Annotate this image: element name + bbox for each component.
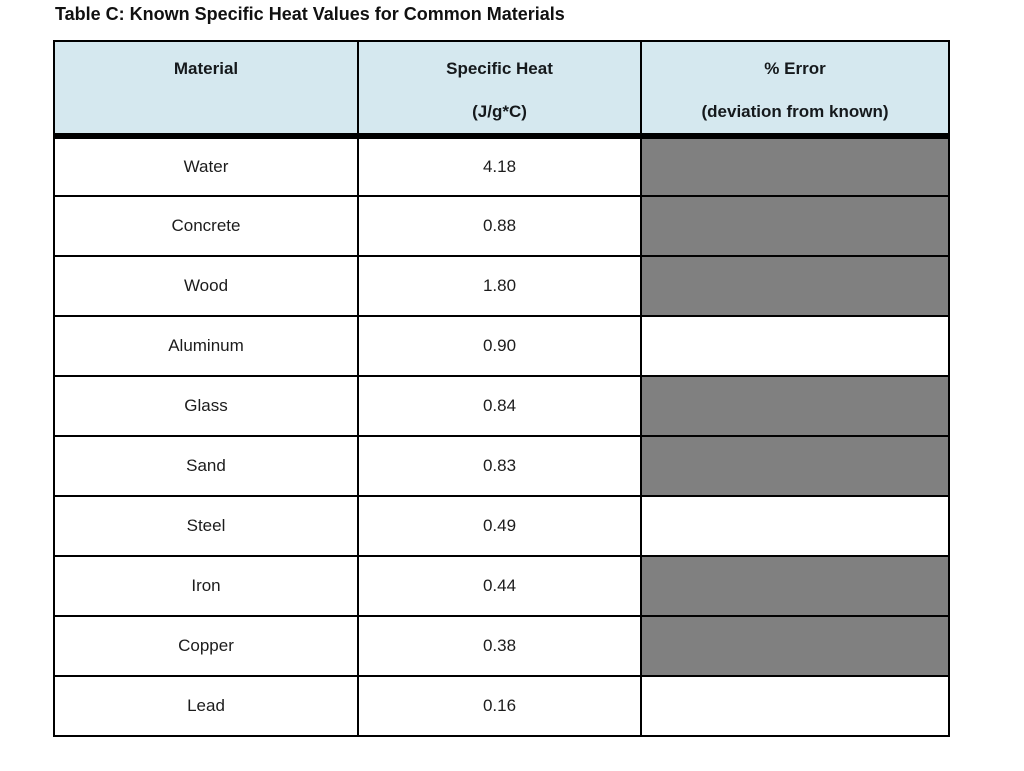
table-row: Steel 0.49 bbox=[53, 495, 950, 557]
material-cell: Aluminum bbox=[53, 315, 359, 377]
header-percent-error-line2: (deviation from known) bbox=[701, 102, 889, 121]
table-row: Water 4.18 bbox=[53, 135, 950, 197]
specific-heat-cell: 0.44 bbox=[357, 555, 642, 617]
header-percent-error-line1: % Error bbox=[764, 59, 826, 78]
table-row: Iron 0.44 bbox=[53, 555, 950, 617]
percent-error-cell bbox=[640, 255, 950, 317]
specific-heat-cell: 0.83 bbox=[357, 435, 642, 497]
material-cell: Lead bbox=[53, 675, 359, 737]
material-cell: Sand bbox=[53, 435, 359, 497]
percent-error-cell bbox=[640, 555, 950, 617]
table-row: Glass 0.84 bbox=[53, 375, 950, 437]
material-cell: Water bbox=[53, 135, 359, 197]
header-material-line1: Material bbox=[173, 59, 239, 78]
specific-heat-cell: 0.49 bbox=[357, 495, 642, 557]
percent-error-cell bbox=[640, 315, 950, 377]
header-row: Material Specific Heat (J/g*C) % Error (… bbox=[53, 40, 950, 139]
header-specific-heat-line2: (J/g*C) bbox=[472, 102, 527, 121]
specific-heat-cell: 0.90 bbox=[357, 315, 642, 377]
table-title: Table C: Known Specific Heat Values for … bbox=[55, 4, 565, 24]
percent-error-cell bbox=[640, 435, 950, 497]
material-cell: Concrete bbox=[53, 195, 359, 257]
material-cell: Copper bbox=[53, 615, 359, 677]
specific-heat-cell: 4.18 bbox=[357, 135, 642, 197]
specific-heat-cell: 0.38 bbox=[357, 615, 642, 677]
percent-error-cell bbox=[640, 495, 950, 557]
table-header: Material Specific Heat (J/g*C) % Error (… bbox=[53, 40, 950, 139]
table-body: Water 4.18 Concrete 0.88 Wood 1.80 Aluminum 0.9… bbox=[53, 135, 950, 737]
material-cell: Glass bbox=[53, 375, 359, 437]
header-specific-heat-line1: Specific Heat bbox=[446, 59, 553, 78]
material-cell: Iron bbox=[53, 555, 359, 617]
percent-error-cell bbox=[640, 135, 950, 197]
material-cell: Wood bbox=[53, 255, 359, 317]
column-header-percent-error: % Error (deviation from known) bbox=[640, 40, 950, 139]
percent-error-cell bbox=[640, 375, 950, 437]
specific-heat-cell: 1.80 bbox=[357, 255, 642, 317]
percent-error-cell bbox=[640, 195, 950, 257]
column-header-specific-heat: Specific Heat (J/g*C) bbox=[357, 40, 642, 139]
percent-error-cell bbox=[640, 675, 950, 737]
table-row: Concrete 0.88 bbox=[53, 195, 950, 257]
specific-heat-cell: 0.88 bbox=[357, 195, 642, 257]
table-row: Copper 0.38 bbox=[53, 615, 950, 677]
table-row: Lead 0.16 bbox=[53, 675, 950, 737]
material-cell: Steel bbox=[53, 495, 359, 557]
specific-heat-cell: 0.16 bbox=[357, 675, 642, 737]
column-header-material: Material bbox=[53, 40, 359, 139]
percent-error-cell bbox=[640, 615, 950, 677]
table-row: Aluminum 0.90 bbox=[53, 315, 950, 377]
specific-heat-cell: 0.84 bbox=[357, 375, 642, 437]
table-row: Sand 0.83 bbox=[53, 435, 950, 497]
specific-heat-table: Material Specific Heat (J/g*C) % Error (… bbox=[53, 40, 950, 737]
table-row: Wood 1.80 bbox=[53, 255, 950, 317]
